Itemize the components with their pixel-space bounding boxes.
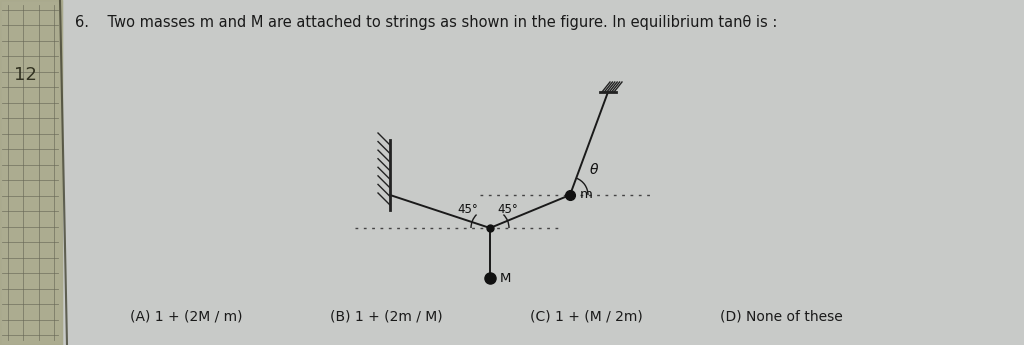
Text: 45°: 45° [458, 203, 478, 216]
Text: (D) None of these: (D) None of these [720, 309, 843, 323]
Text: 45°: 45° [498, 203, 518, 216]
Text: (C) 1 + (M / 2m): (C) 1 + (M / 2m) [530, 309, 643, 323]
Text: m: m [580, 188, 593, 201]
Text: M: M [500, 272, 511, 285]
Text: (A) 1 + (2M / m): (A) 1 + (2M / m) [130, 309, 243, 323]
Text: $\theta$: $\theta$ [589, 162, 599, 177]
Text: 6.    Two masses m and M are attached to strings as shown in the figure. In equi: 6. Two masses m and M are attached to st… [75, 15, 777, 30]
Text: 12: 12 [13, 66, 37, 84]
Text: (B) 1 + (2m / M): (B) 1 + (2m / M) [330, 309, 442, 323]
